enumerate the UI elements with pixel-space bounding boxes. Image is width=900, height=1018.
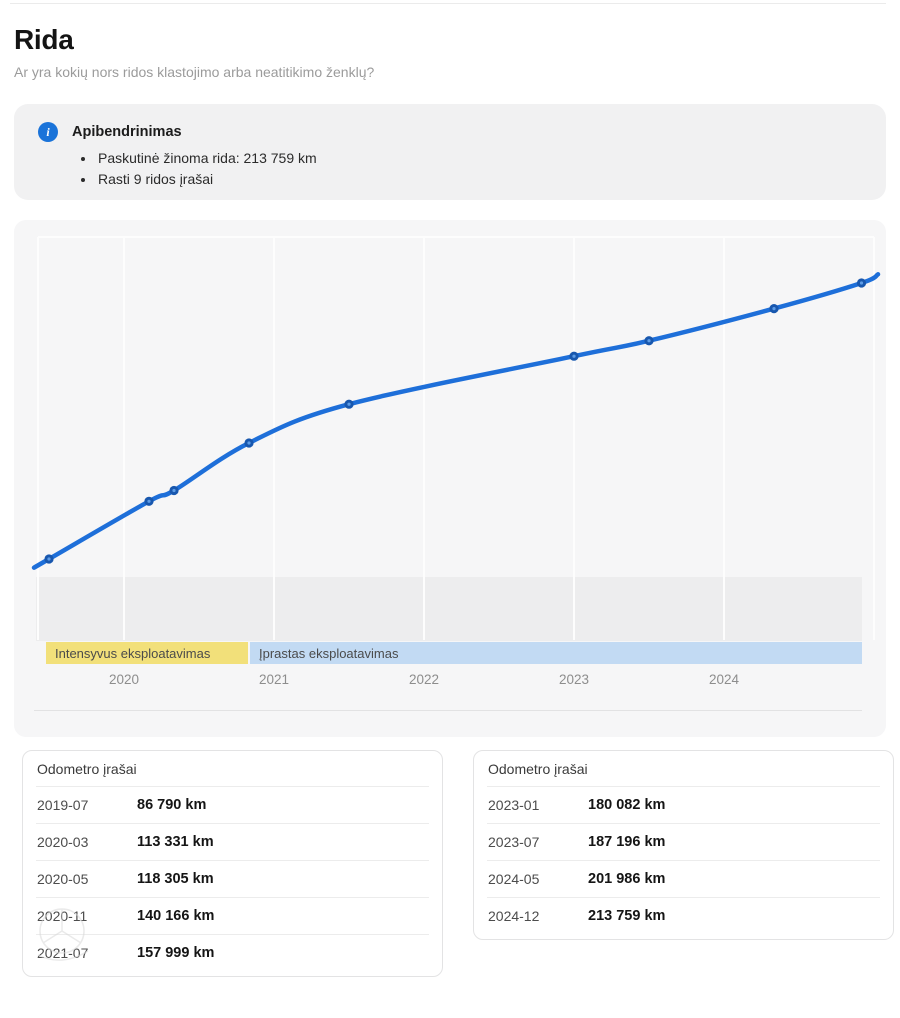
record-value: 187 196 km xyxy=(588,834,666,850)
data-point-marker-center xyxy=(172,488,176,493)
record-date: 2024-12 xyxy=(488,908,540,924)
odometer-tables: Odometro įrašai 2019-07 86 790 km 2020-0… xyxy=(22,750,894,977)
info-icon: i xyxy=(38,122,58,142)
row-divider xyxy=(36,860,429,861)
x-axis-line xyxy=(34,710,862,711)
table-row: 2023-07 187 196 km xyxy=(474,824,893,860)
table-row: 2019-07 86 790 km xyxy=(23,787,442,823)
summary-item-records-count: Rasti 9 ridos įrašai xyxy=(96,169,862,190)
page-title: Rida xyxy=(14,24,74,55)
summary-title: Apibendrinimas xyxy=(72,124,182,140)
table-header: Odometro įrašai xyxy=(37,761,137,777)
record-value: 157 999 km xyxy=(137,945,215,961)
row-divider xyxy=(487,860,880,861)
table-row: 2024-12 213 759 km xyxy=(474,898,893,934)
mileage-chart-canvas[interactable] xyxy=(14,220,886,737)
summary-item-last-mileage: Paskutinė žinoma rida: 213 759 km xyxy=(96,148,862,169)
record-date: 2020-11 xyxy=(37,908,88,924)
row-divider xyxy=(36,934,429,935)
table-row: 2024-05 201 986 km xyxy=(474,861,893,897)
record-value: 118 305 km xyxy=(137,871,214,887)
record-date: 2023-01 xyxy=(488,797,540,813)
table-row: 2020-11 140 166 km xyxy=(23,898,442,934)
row-divider xyxy=(36,786,429,787)
summary-list: Paskutinė žinoma rida: 213 759 km Rasti … xyxy=(96,148,862,190)
x-tick-2020: 2020 xyxy=(108,672,140,687)
table-row: 2020-05 118 305 km xyxy=(23,861,442,897)
record-date: 2023-07 xyxy=(488,834,540,850)
data-point-marker-center xyxy=(147,499,151,503)
mileage-chart-card: Intensyvus eksploatavimas Įprastas ekspl… xyxy=(14,220,886,737)
x-axis-ticks: 2020 2021 2022 2023 2024 xyxy=(14,672,886,692)
row-divider xyxy=(36,897,429,898)
data-point-marker-center xyxy=(47,557,51,561)
annotation-band-intensive: Intensyvus eksploatavimas xyxy=(46,642,248,664)
annotation-band-intensive-label: Intensyvus eksploatavimas xyxy=(55,645,211,661)
x-tick-2023: 2023 xyxy=(558,672,590,687)
record-date: 2024-05 xyxy=(488,871,540,887)
data-point-marker-center xyxy=(859,281,864,285)
row-divider xyxy=(487,786,880,787)
row-divider xyxy=(36,823,429,824)
chart-gridlines xyxy=(37,236,875,640)
x-tick-2022: 2022 xyxy=(408,672,440,687)
table-row: 2021-07 157 999 km xyxy=(23,935,442,971)
record-value: 86 790 km xyxy=(137,797,207,813)
odometer-table-left: Odometro įrašai 2019-07 86 790 km 2020-0… xyxy=(22,750,443,977)
odometer-table-right: Odometro įrašai 2023-01 180 082 km 2023-… xyxy=(473,750,894,940)
record-value: 213 759 km xyxy=(588,908,666,924)
page-subtitle: Ar yra kokių nors ridos klastojimo arba … xyxy=(14,64,375,80)
record-value: 113 331 km xyxy=(137,834,214,850)
record-value: 140 166 km xyxy=(137,908,215,924)
record-date: 2019-07 xyxy=(37,797,89,813)
table-row: 2023-01 180 082 km xyxy=(474,787,893,823)
annotation-band-normal: Įprastas eksploatavimas xyxy=(250,642,862,664)
mileage-line-series xyxy=(31,272,881,570)
summary-card: i Apibendrinimas Paskutinė žinoma rida: … xyxy=(14,104,886,200)
record-date: 2020-05 xyxy=(37,871,89,887)
row-divider xyxy=(487,823,880,824)
record-date: 2020-03 xyxy=(37,834,89,850)
data-point-marker-center xyxy=(247,441,251,445)
record-value: 180 082 km xyxy=(588,797,666,813)
annotation-band-normal-label: Įprastas eksploatavimas xyxy=(259,645,399,661)
data-point-marker-center xyxy=(772,306,776,311)
row-divider xyxy=(487,897,880,898)
table-header: Odometro įrašai xyxy=(488,761,588,777)
x-tick-2021: 2021 xyxy=(258,672,290,687)
top-divider xyxy=(10,3,886,4)
data-point-marker-center xyxy=(647,339,651,343)
record-value: 201 986 km xyxy=(588,871,666,887)
table-row: 2020-03 113 331 km xyxy=(23,824,442,860)
record-date: 2021-07 xyxy=(37,945,89,961)
x-tick-2024: 2024 xyxy=(708,672,740,687)
data-point-marker-center xyxy=(572,354,576,358)
chart-lower-strip xyxy=(36,577,862,641)
data-point-marker-center xyxy=(347,402,351,406)
